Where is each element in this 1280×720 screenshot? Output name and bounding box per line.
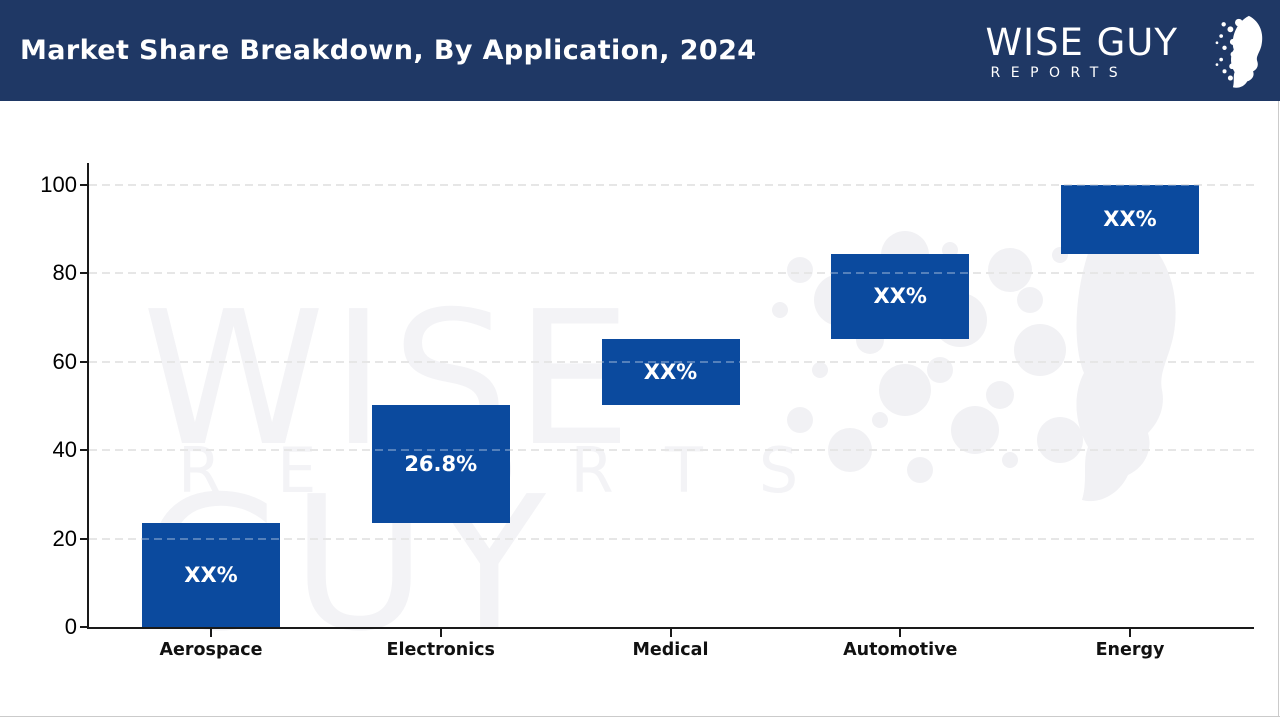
y-axis-tick-mark (80, 626, 89, 628)
x-axis-category-label: Energy (1095, 640, 1165, 660)
y-axis-tick-label: 100 (40, 171, 77, 197)
y-axis-tick-label: 80 (52, 260, 77, 285)
gridline-overlay (89, 449, 1257, 451)
gridline-overlay (89, 537, 1257, 540)
bar-value-label: XX% (184, 563, 238, 588)
gridline (89, 537, 1257, 540)
waterfall-bar-electronics (371, 404, 510, 524)
waterfall-bar-automotive (831, 253, 970, 339)
bar-value-label: XX% (1103, 207, 1157, 232)
y-axis-tick-mark (80, 449, 89, 451)
y-axis-tick-mark (80, 360, 89, 363)
y-axis-tick-mark (80, 183, 89, 186)
y-axis-tick-label: 0 (64, 614, 77, 639)
gridline-overlay (89, 272, 1257, 274)
bar-value-label: XX% (873, 284, 927, 309)
dotted-face-logo-icon (1215, 15, 1263, 88)
header-bar: Market Share Breakdown, By Application, … (0, 0, 1280, 101)
logo-reports-text: REPORTS (990, 65, 1129, 81)
x-axis-tick-mark (210, 629, 212, 637)
y-axis-tick-label: 40 (52, 437, 77, 462)
x-axis-category-label: Aerospace (159, 640, 263, 660)
x-axis-tick-mark (1129, 629, 1131, 637)
x-axis-tick-mark (899, 629, 902, 637)
waterfall-bar-aerospace (142, 523, 280, 627)
x-axis-category-label: Electronics (386, 640, 495, 660)
bar-value-label: XX% (643, 359, 698, 384)
y-axis-tick-mark (80, 537, 89, 540)
gridline (89, 272, 1257, 274)
logo-text: WISE GUY REPORTS (985, 21, 1178, 82)
logo-wordmark: WISE GUY (985, 21, 1178, 64)
y-axis-tick-label: 60 (52, 348, 77, 374)
gridline (89, 449, 1257, 451)
right-edge-rule (1278, 101, 1279, 717)
y-axis (87, 163, 89, 629)
x-axis-tick-mark (669, 629, 672, 637)
y-axis-tick-label: 20 (52, 525, 77, 551)
gridline-overlay (89, 360, 1257, 363)
x-axis-category-label: Automotive (843, 640, 958, 660)
y-axis-tick-mark (80, 272, 89, 274)
bottom-edge-rule (0, 716, 1280, 717)
x-axis-tick-mark (439, 629, 442, 637)
page-title: Market Share Breakdown, By Application, … (20, 35, 757, 66)
wise-guy-reports-logo: WISE GUY REPORTS (986, 14, 1264, 90)
gridline (89, 183, 1257, 186)
x-axis (87, 627, 1254, 629)
waterfall-bar-medical (601, 338, 740, 405)
x-axis-category-label: Medical (632, 640, 709, 660)
bar-value-label: 26.8% (404, 452, 478, 477)
gridline-overlay (89, 183, 1257, 186)
waterfall-bar-energy (1061, 184, 1199, 254)
